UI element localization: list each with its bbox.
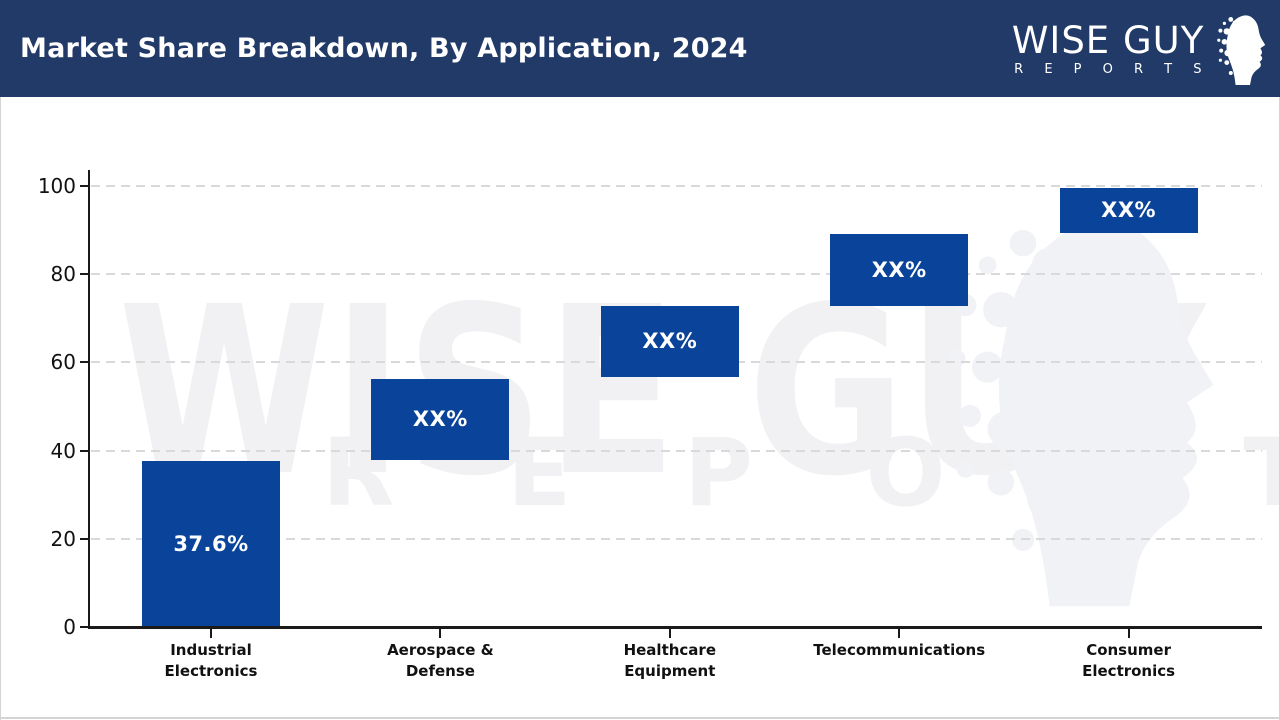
frame-left-border <box>0 97 1 720</box>
logo-face-icon <box>1217 15 1266 86</box>
logo-wordmark-line2: R E P O R T S <box>1014 62 1210 77</box>
gridline-80 <box>91 273 1262 276</box>
x-category-label-3: Telecommunications <box>813 641 986 659</box>
bar-2: XX% <box>600 305 739 377</box>
bar-value-label-3: XX% <box>871 257 927 282</box>
x-category-label-0: Industrial Electronics <box>164 641 258 680</box>
y-tick-mark-60 <box>80 361 89 364</box>
x-tick-mark-0 <box>210 629 212 638</box>
y-tick-mark-80 <box>80 273 89 276</box>
x-category-label-1: Aerospace & Defense <box>387 641 494 680</box>
bar-1: XX% <box>371 378 510 460</box>
logo-wordmark-line1: WISE GUY <box>1011 19 1205 62</box>
bar-value-label-0: 37.6% <box>173 532 249 557</box>
frame-bottom-border <box>0 717 1280 719</box>
bar-value-label-4: XX% <box>1101 198 1157 223</box>
x-tick-mark-1 <box>439 629 442 638</box>
bar-3: XX% <box>830 234 969 306</box>
y-tick-label-20: 20 <box>50 526 76 551</box>
y-tick-label-40: 40 <box>50 438 76 463</box>
gridline-20 <box>91 537 1262 540</box>
y-tick-label-0: 0 <box>63 615 76 639</box>
x-axis-line <box>88 626 1262 629</box>
x-category-label-2: Healthcare Equipment <box>623 641 717 680</box>
x-tick-mark-3 <box>898 629 901 638</box>
bar-4: XX% <box>1059 187 1198 234</box>
x-tick-mark-4 <box>1127 629 1130 638</box>
bar-value-label-1: XX% <box>412 407 468 432</box>
x-tick-mark-2 <box>668 629 671 638</box>
y-tick-label-60: 60 <box>50 350 76 375</box>
y-tick-mark-40 <box>80 449 89 452</box>
wise-guy-reports-logo: WISE GUY R E P O R T S <box>1006 5 1270 93</box>
y-tick-label-100: 100 <box>37 174 76 198</box>
y-tick-mark-100 <box>80 185 89 187</box>
gridline-100 <box>91 185 1262 187</box>
y-axis-line <box>88 170 90 629</box>
gridline-40 <box>91 449 1262 452</box>
bar-0: 37.6% <box>142 461 280 627</box>
header-bar: Market Share Breakdown, By Application, … <box>0 0 1280 97</box>
y-tick-mark-0 <box>80 626 89 628</box>
bar-value-label-2: XX% <box>642 329 698 354</box>
y-tick-mark-20 <box>80 537 89 540</box>
chart-title: Market Share Breakdown, By Application, … <box>20 33 748 64</box>
x-category-label-4: Consumer Electronics <box>1082 641 1176 680</box>
y-tick-label-80: 80 <box>50 262 76 287</box>
logo-wordmark: WISE GUY R E P O R T S <box>1006 19 1210 78</box>
